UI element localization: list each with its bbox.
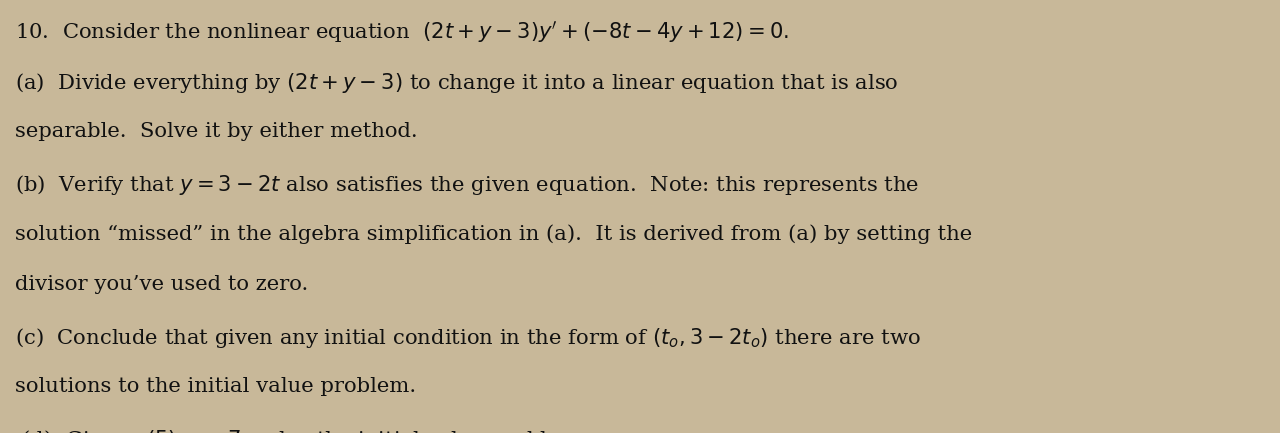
Text: solution “missed” in the algebra simplification in (a).  It is derived from (a) : solution “missed” in the algebra simplif… (15, 224, 973, 243)
Text: (a)  Divide everything by $(2t + y - 3)$ to change it into a linear equation tha: (a) Divide everything by $(2t + y - 3)$ … (15, 71, 899, 94)
Text: (b)  Verify that $y = 3 - 2t$ also satisfies the given equation.  Note: this rep: (b) Verify that $y = 3 - 2t$ also satisf… (15, 173, 919, 197)
Text: 10.  Consider the nonlinear equation  $(2t + y - 3)y' + (-8t - 4y + 12) = 0.$: 10. Consider the nonlinear equation $(2t… (15, 19, 790, 45)
Text: (c)  Conclude that given any initial condition in the form of $(t_o, 3 - 2t_o)$ : (c) Conclude that given any initial cond… (15, 326, 922, 350)
Text: separable.  Solve it by either method.: separable. Solve it by either method. (15, 122, 419, 141)
Text: divisor you’ve used to zero.: divisor you’ve used to zero. (15, 275, 308, 294)
Text: (d)  Given $y(5) = -7$, solve the initial value problem.: (d) Given $y(5) = -7$, solve the initial… (15, 428, 586, 433)
Text: solutions to the initial value problem.: solutions to the initial value problem. (15, 377, 416, 396)
